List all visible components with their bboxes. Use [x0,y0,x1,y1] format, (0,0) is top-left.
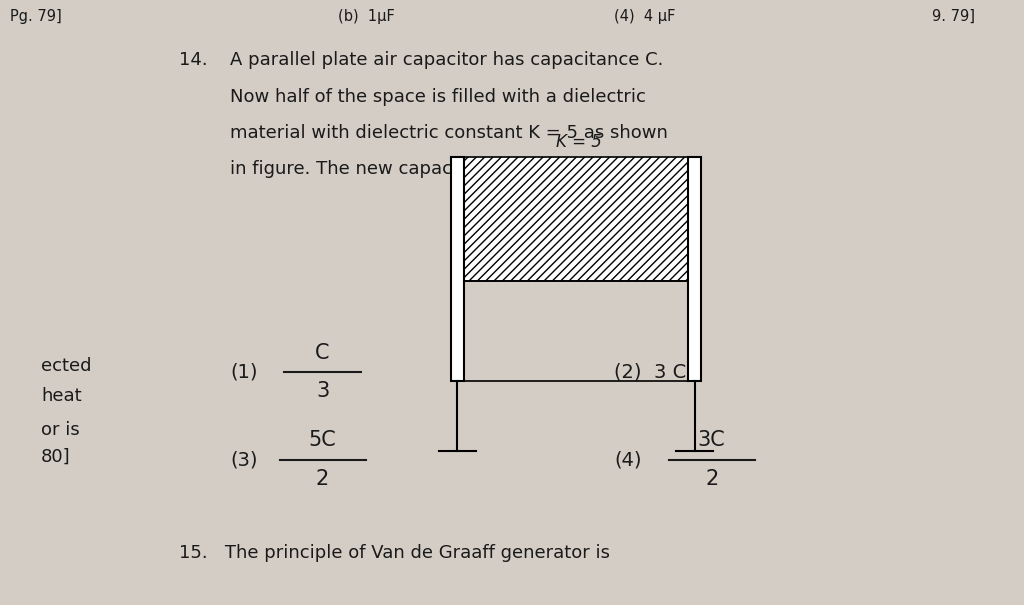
FancyBboxPatch shape [464,157,688,281]
FancyBboxPatch shape [688,157,701,381]
Text: 2: 2 [706,469,718,489]
Text: C: C [315,342,330,363]
Text: A parallel plate air capacitor has capacitance C.: A parallel plate air capacitor has capac… [230,51,664,70]
Text: 14.: 14. [179,51,208,70]
Text: material with dielectric constant K = 5 as shown: material with dielectric constant K = 5 … [230,124,669,142]
Text: (3): (3) [230,450,258,469]
Text: 3: 3 [316,381,329,402]
Text: heat: heat [41,387,82,405]
Text: (4)  4 μF: (4) 4 μF [614,9,676,24]
Text: (1): (1) [230,362,258,382]
Text: in figure. The new capacitance is [NCERT Pg. 75]: in figure. The new capacitance is [NCERT… [230,160,670,178]
Text: 15.   The principle of Van de Graaff generator is: 15. The principle of Van de Graaff gener… [179,544,610,563]
Text: or is: or is [41,420,80,439]
Text: Pg. 79]: Pg. 79] [10,9,62,24]
Text: (b)  1μF: (b) 1μF [338,9,394,24]
Text: Now half of the space is filled with a dielectric: Now half of the space is filled with a d… [230,88,646,106]
FancyBboxPatch shape [451,157,464,381]
Text: K = 5: K = 5 [555,133,601,151]
Text: 9. 79]: 9. 79] [932,9,975,24]
Text: ected: ected [41,357,91,375]
Text: 5C: 5C [308,430,337,451]
Text: 2: 2 [316,469,329,489]
Text: 3C: 3C [697,430,726,451]
Text: 80]: 80] [41,448,71,466]
Text: (2)  3 C: (2) 3 C [614,362,687,382]
Text: (4): (4) [614,450,642,469]
